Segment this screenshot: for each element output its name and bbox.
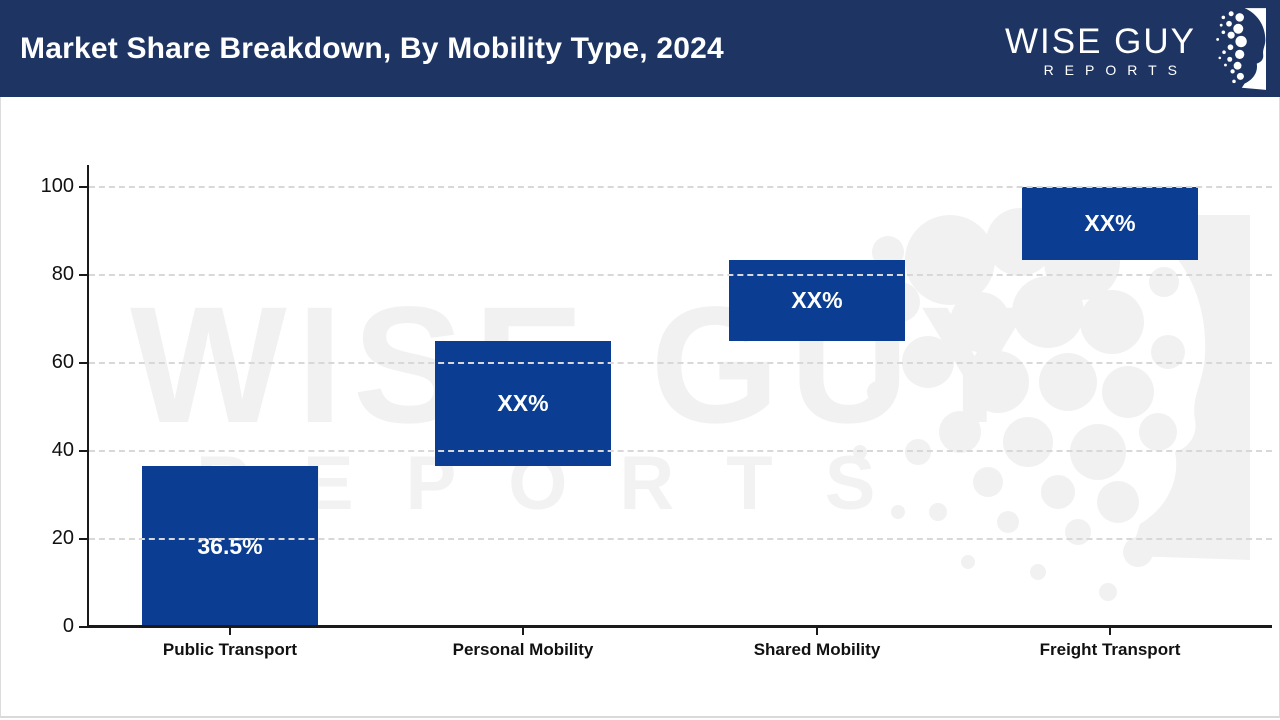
brand-logo: WISE GUY REPORTS [1005,0,1266,97]
bar-value-label: 36.5% [197,533,263,560]
header-bar: Market Share Breakdown, By Mobility Type… [0,0,1280,97]
bar-shared-mobility: XX% [729,259,905,341]
y-axis-tick-40 [79,450,87,452]
gridline-100 [89,186,1272,188]
x-axis-line [87,625,1272,628]
gridline-20 [89,538,1272,540]
logo-head-icon [1216,8,1266,90]
logo-wordmark: WISE GUY [1004,22,1196,61]
x-axis-tick-personal-mobility [522,628,524,635]
y-axis-line [87,165,89,627]
y-axis-label-60: 60 [51,351,74,373]
gridline-60 [89,362,1272,364]
x-axis-label-shared-mobility: Shared Mobility [753,640,881,659]
y-axis-label-0: 0 [62,615,74,637]
y-axis-tick-60 [79,362,87,364]
bar-freight-transport: XX% [1022,187,1198,260]
x-axis-label-personal-mobility: Personal Mobility [452,640,594,659]
bar-value-label: XX% [1084,209,1136,236]
x-axis-tick-freight-transport [1109,628,1111,635]
y-axis-tick-100 [79,186,87,188]
gridline-80 [89,274,1272,276]
bar-value-label: XX% [497,390,549,417]
x-axis-tick-shared-mobility [816,628,818,635]
y-axis-label-100: 100 [40,175,74,197]
logo-subtext: REPORTS [1043,62,1188,78]
gridline-40 [89,450,1272,452]
x-axis-tick-public-transport [229,628,231,635]
bar-value-label: XX% [791,286,843,313]
y-axis-tick-0 [79,626,87,628]
x-axis-label-freight-transport: Freight Transport [1039,640,1181,659]
y-axis-tick-20 [79,538,87,540]
y-axis-label-40: 40 [51,439,74,461]
y-axis-tick-80 [79,274,87,276]
page-title: Market Share Breakdown, By Mobility Type… [20,31,724,65]
x-axis-label-public-transport: Public Transport [162,640,298,659]
bar-public-transport: 36.5% [142,466,318,627]
bar-personal-mobility: XX% [435,341,611,467]
y-axis-label-80: 80 [51,263,74,285]
y-axis-label-20: 20 [51,527,74,549]
